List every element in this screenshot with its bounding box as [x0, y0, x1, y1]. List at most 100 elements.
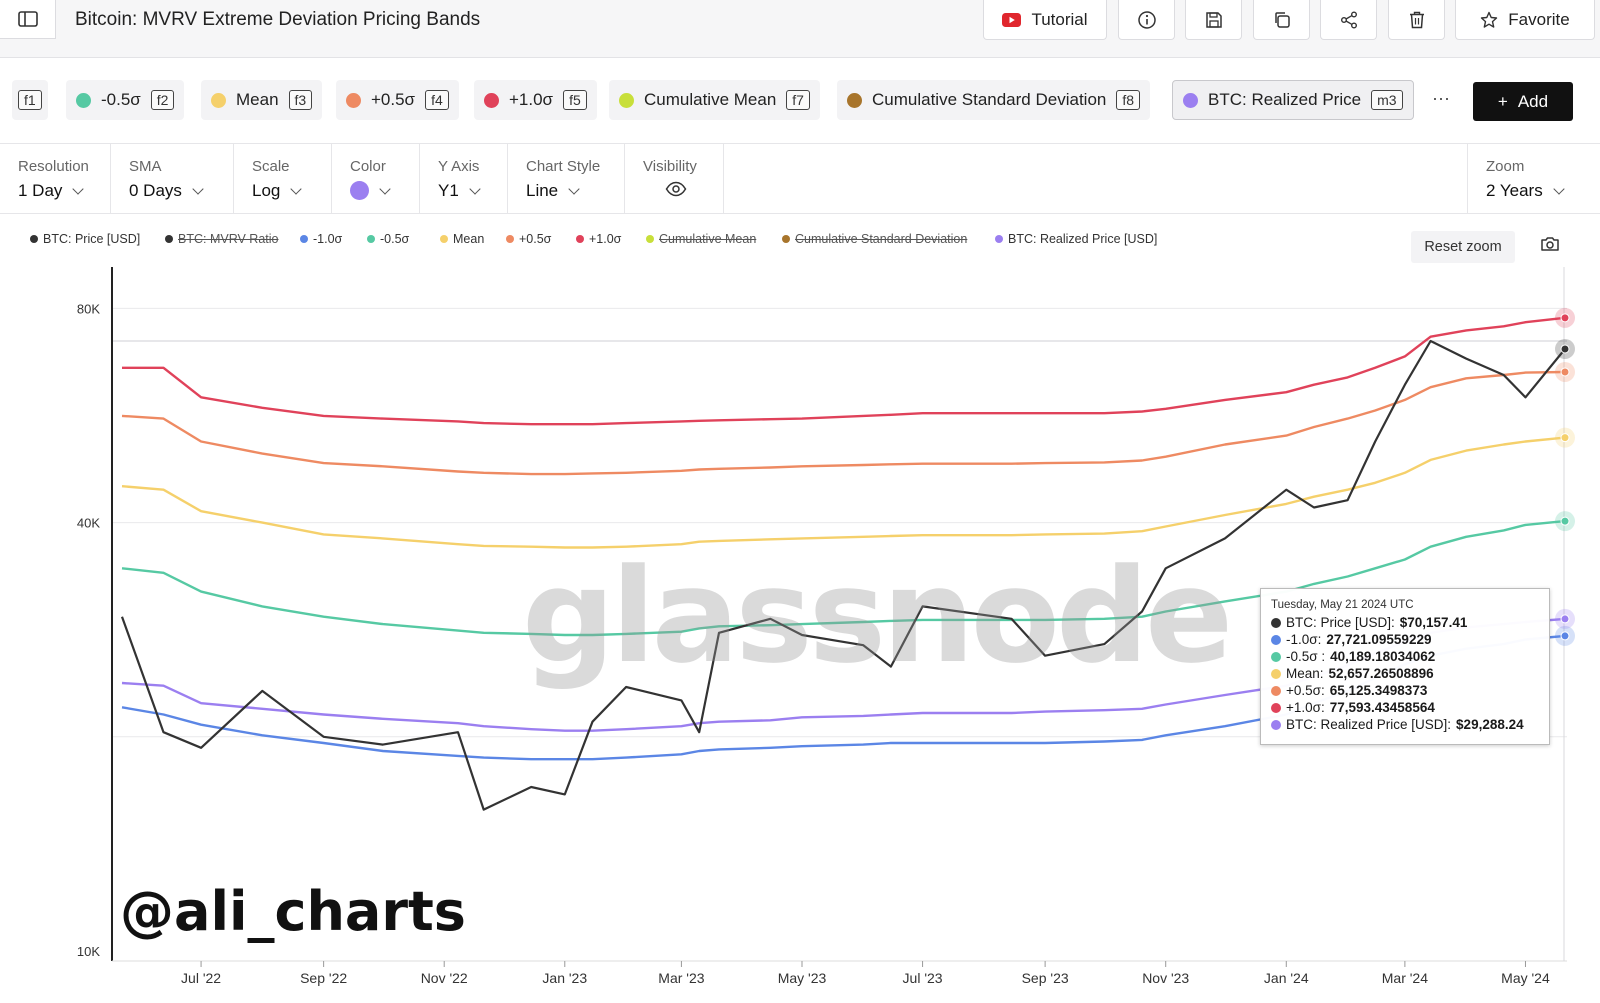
info-button[interactable] [1118, 0, 1175, 40]
color-select[interactable]: Color [332, 144, 420, 214]
tooltip-color-dot [1271, 685, 1281, 696]
y-tick-label: 10K [77, 944, 100, 959]
tooltip-series-value: 52,657.26508896 [1328, 666, 1434, 681]
legend-color-dot [782, 235, 790, 243]
x-tick-label: Sep '23 [1022, 970, 1069, 986]
chevron-down-icon [469, 183, 481, 195]
x-tick-label: May '24 [1501, 970, 1550, 986]
chip-label: -0.5σ [101, 90, 141, 109]
legend-item[interactable]: BTC: Price [USD] [30, 232, 140, 246]
legend-item[interactable]: -1.0σ [300, 232, 342, 246]
legend-item[interactable]: BTC: Realized Price [USD] [995, 232, 1157, 246]
legend-color-dot [576, 235, 584, 243]
y-tick-label: 80K [77, 301, 100, 316]
chip-key: f1 [18, 90, 42, 110]
copy-icon [1274, 11, 1290, 28]
sidebar-toggle-button[interactable] [0, 0, 56, 39]
camera-button[interactable] [1540, 236, 1560, 257]
series-line [122, 316, 1566, 426]
x-tick-label: Jul '22 [181, 970, 221, 986]
tooltip-series-value: $29,288.24 [1456, 717, 1524, 732]
x-tick-label: May '23 [778, 970, 827, 986]
legend-color-dot [165, 235, 173, 243]
color-label: Color [350, 158, 386, 175]
series-end-marker [1560, 344, 1570, 354]
tooltip-row: BTC: Realized Price [USD]: $29,288.24 [1271, 716, 1539, 733]
page-title: Bitcoin: MVRV Extreme Deviation Pricing … [75, 9, 481, 30]
y-tick-label: 40K [77, 516, 100, 531]
series-chip-plus-half-sigma[interactable]: +0.5σ f4 [336, 80, 459, 120]
series-color-dot [211, 92, 226, 108]
chart-controls: Resolution 1 Day SMA 0 Days Scale Log Co… [0, 144, 1600, 214]
series-end-marker [1560, 516, 1570, 526]
chart-style-select[interactable]: Chart Style Line [508, 144, 625, 214]
x-tick-label: Jan '24 [1264, 970, 1309, 986]
legend-label: -0.5σ [380, 232, 410, 246]
info-icon [1137, 10, 1156, 29]
author-handle: @ali_charts [120, 880, 466, 943]
y-axis-select[interactable]: Y Axis Y1 [420, 144, 508, 214]
camera-icon [1541, 237, 1559, 251]
series-chip-minus-half-sigma[interactable]: -0.5σ f2 [66, 80, 185, 120]
favorite-label: Favorite [1508, 9, 1570, 29]
chip-label: +0.5σ [371, 90, 416, 109]
legend-color-dot [506, 235, 514, 243]
share-button[interactable] [1320, 0, 1377, 40]
tooltip-series-value: 40,189.18034062 [1330, 649, 1436, 664]
legend-item[interactable]: +0.5σ [506, 232, 551, 246]
legend-item[interactable]: -0.5σ [367, 232, 409, 246]
tooltip-series-name: BTC: Price [USD]: [1286, 615, 1395, 630]
copy-button[interactable] [1253, 0, 1310, 40]
tutorial-button[interactable]: Tutorial [983, 0, 1107, 40]
series-line [121, 436, 1566, 549]
zoom-select[interactable]: Zoom 2 Years [1467, 144, 1600, 214]
legend-label: +1.0σ [589, 232, 622, 246]
chevron-down-icon [1553, 183, 1565, 195]
series-chip-cumulative-std[interactable]: Cumulative Standard Deviation f8 [837, 80, 1151, 120]
legend-item[interactable]: Cumulative Mean [646, 232, 756, 246]
visibility-toggle[interactable]: Visibility [625, 144, 724, 214]
chip-key: m3 [1371, 90, 1403, 110]
delete-button[interactable] [1388, 0, 1445, 40]
chip-label: Mean [236, 90, 279, 109]
series-chip-cumulative-mean[interactable]: Cumulative Mean f7 [609, 80, 820, 120]
legend-color-dot [300, 235, 308, 243]
series-line [121, 519, 1566, 637]
chip-key: f8 [1116, 90, 1141, 110]
resolution-select[interactable]: Resolution 1 Day [0, 144, 111, 214]
legend-item[interactable]: +1.0σ [576, 232, 621, 246]
tooltip-color-dot [1271, 634, 1281, 645]
legend-item[interactable]: BTC: MVRV Ratio [165, 232, 279, 246]
more-options-button[interactable]: ··· [1432, 88, 1450, 108]
favorite-button[interactable]: Favorite [1455, 0, 1595, 40]
chip-key: f4 [425, 90, 449, 110]
scale-value: Log [252, 181, 281, 200]
chevron-down-icon [568, 183, 580, 195]
tooltip-series-name: -0.5σ : [1286, 649, 1326, 664]
y-axis-value: Y1 [438, 181, 459, 200]
save-button[interactable] [1185, 0, 1242, 40]
series-color-dot [1183, 92, 1198, 108]
add-label: Add [1517, 91, 1549, 111]
legend-item[interactable]: Mean [440, 232, 484, 246]
tooltip-row: -1.0σ: 27,721.09559229 [1271, 631, 1539, 648]
tooltip-series-value: 27,721.09559229 [1326, 632, 1432, 647]
zoom-value: 2 Years [1486, 181, 1543, 200]
tooltip-color-dot [1271, 617, 1281, 628]
series-chip-row: f1 -0.5σ f2 Mean f3 +0.5σ f4 +1.0σ f5 Cu… [0, 58, 1600, 144]
chevron-down-icon [290, 183, 303, 195]
chart-plot-area[interactable]: 10K 40K 80K Jul '22 Sep '22 Nov '22 Jan '23 Mar… [0, 262, 1600, 1003]
sma-value: 0 Days [129, 181, 182, 200]
series-chip-mean[interactable]: Mean f3 [201, 80, 323, 120]
legend-item[interactable]: Cumulative Standard Deviation [782, 232, 967, 246]
x-tick-label: Sep '22 [300, 970, 347, 986]
scale-select[interactable]: Scale Log [234, 144, 332, 214]
x-tick-label: Nov '22 [421, 970, 468, 986]
series-chip-f1[interactable]: f1 [12, 80, 48, 120]
sma-select[interactable]: SMA 0 Days [111, 144, 234, 214]
tooltip-row: +1.0σ: 77,593.43458564 [1271, 699, 1539, 716]
series-chip-realized-price[interactable]: BTC: Realized Price m3 [1172, 80, 1414, 120]
reset-zoom-button[interactable]: Reset zoom [1411, 231, 1515, 263]
add-series-button[interactable]: + Add [1473, 82, 1573, 121]
series-chip-plus-one-sigma[interactable]: +1.0σ f5 [474, 80, 597, 120]
